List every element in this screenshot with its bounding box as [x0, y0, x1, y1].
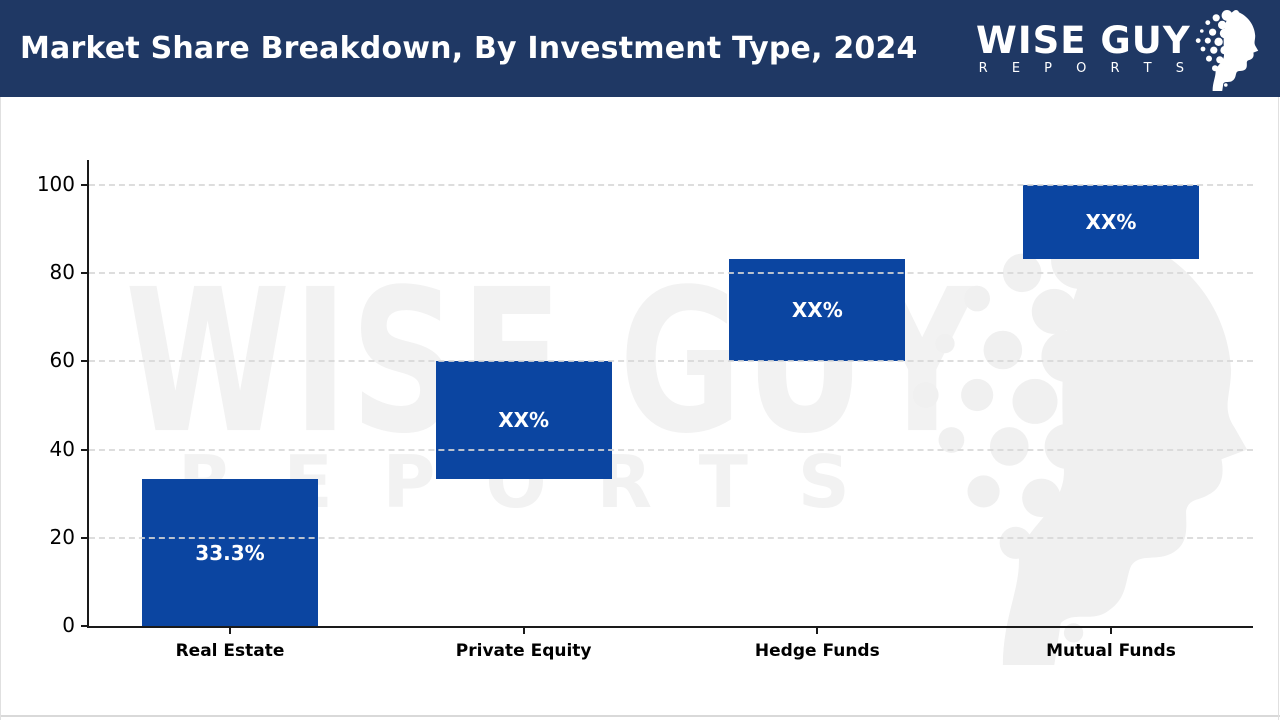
- y-axis-spine: [87, 160, 89, 628]
- watermark-head-profile-icon: [912, 231, 1248, 665]
- x-axis-category-label: Hedge Funds: [754, 641, 880, 661]
- bar-value-label: XX%: [1085, 209, 1137, 234]
- bar-real-estate: 33.3%: [142, 479, 318, 626]
- x-axis-category-label: Private Equity: [455, 641, 592, 661]
- x-axis-tick-3: [816, 626, 819, 634]
- y-axis-tick-20: [81, 536, 89, 539]
- gridline-y40: [89, 448, 1253, 451]
- header: Market Share Breakdown, By Investment Ty…: [0, 0, 1280, 97]
- y-axis-tick-label-0: 0: [62, 613, 75, 637]
- gridline-y80: [89, 272, 1253, 275]
- x-axis-category-label: Mutual Funds: [1046, 641, 1176, 661]
- bar-value-label: XX%: [791, 298, 843, 323]
- bar-value-label: XX%: [498, 408, 550, 433]
- bar-mutual-funds: XX%: [1023, 185, 1199, 259]
- y-axis-tick-60: [81, 360, 89, 363]
- y-axis-tick-label-20: 20: [49, 524, 75, 549]
- y-axis-tick-label-40: 40: [49, 436, 75, 461]
- bar-private-equity: XX%: [435, 361, 612, 480]
- y-axis-tick-0: [81, 625, 89, 627]
- figure-bottom-border: [0, 715, 1280, 717]
- bar-hedge-funds: XX%: [729, 258, 906, 362]
- y-axis-tick-label-80: 80: [49, 260, 75, 285]
- x-axis-tick-2: [522, 626, 525, 634]
- x-axis-tick-1: [229, 626, 231, 634]
- y-axis-tick-label-60: 60: [49, 348, 75, 373]
- y-axis-tick-100: [81, 184, 89, 186]
- y-axis-tick-label-100: 100: [36, 172, 75, 196]
- dotted-head-profile-icon: [1195, 9, 1259, 91]
- page-title: Market Share Breakdown, By Investment Ty…: [20, 31, 918, 66]
- gridline-y100: [89, 184, 1253, 186]
- brand-logo: WISE GUY R E P O R T S: [973, 7, 1266, 91]
- brand-logo-text: WISE GUY R E P O R T S: [973, 22, 1194, 75]
- x-axis-spine: [87, 626, 1253, 628]
- logo-subtext: R E P O R T S: [978, 61, 1194, 76]
- logo-wordmark: WISE GUY: [976, 19, 1191, 62]
- bar-value-label: 33.3%: [195, 540, 265, 565]
- gridline-y60: [89, 360, 1253, 363]
- y-axis-tick-40: [81, 448, 89, 451]
- gridline-y20: [89, 536, 1253, 539]
- x-axis-category-label: Real Estate: [175, 641, 285, 661]
- y-axis-tick-80: [81, 272, 89, 275]
- figure-left-border: [0, 97, 1, 720]
- figure-right-border: [1278, 97, 1279, 720]
